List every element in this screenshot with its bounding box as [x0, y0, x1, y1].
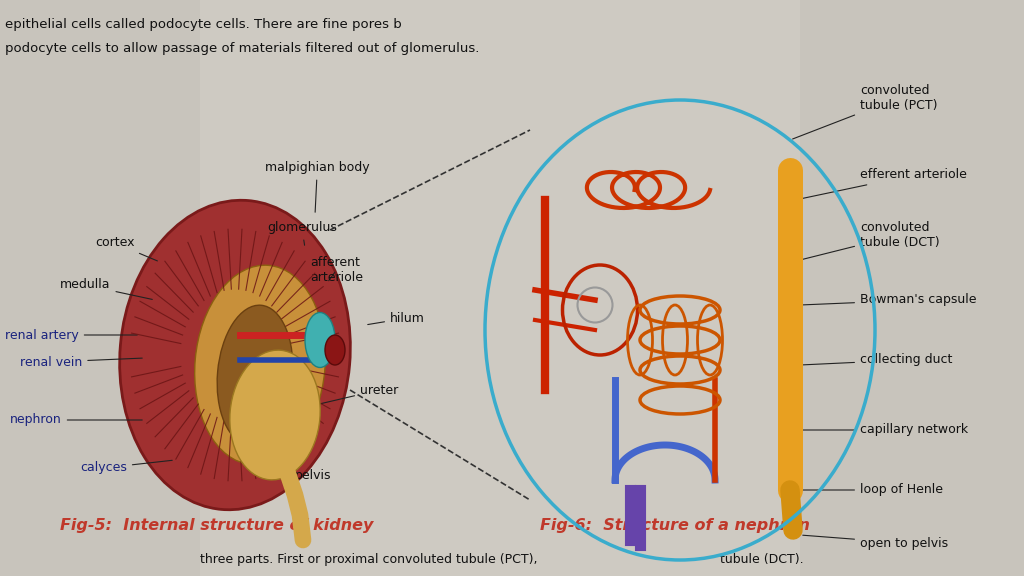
- Text: cortex: cortex: [95, 237, 158, 261]
- Text: efferent arteriole: efferent arteriole: [798, 169, 967, 199]
- Text: open to pelvis: open to pelvis: [803, 535, 948, 550]
- Text: Fig-5:  Internal structure of kidney: Fig-5: Internal structure of kidney: [60, 518, 374, 533]
- Text: renal vein: renal vein: [20, 355, 142, 369]
- Ellipse shape: [217, 305, 293, 445]
- Text: glomerulus: glomerulus: [267, 222, 337, 245]
- Bar: [200, 0, 800, 576]
- Text: pelvis: pelvis: [281, 461, 332, 482]
- Text: hilum: hilum: [368, 312, 425, 324]
- Text: convoluted
tubule (DCT): convoluted tubule (DCT): [803, 221, 940, 259]
- Text: medulla: medulla: [60, 279, 153, 300]
- Text: ureter: ureter: [317, 384, 398, 404]
- Ellipse shape: [229, 350, 321, 480]
- Ellipse shape: [120, 200, 350, 510]
- Text: capillary network: capillary network: [803, 423, 968, 437]
- Text: podocyte cells to allow passage of materials filtered out of glomerulus.: podocyte cells to allow passage of mater…: [5, 42, 479, 55]
- Text: Bowman's capsule: Bowman's capsule: [803, 294, 977, 306]
- Text: epithelial cells called podocyte cells. There are fine pores b: epithelial cells called podocyte cells. …: [5, 18, 401, 31]
- Ellipse shape: [325, 335, 345, 365]
- Text: nephron: nephron: [10, 414, 142, 426]
- Text: Fig-6:  Structure of a nephron: Fig-6: Structure of a nephron: [540, 518, 810, 533]
- Text: tubule (DCT).: tubule (DCT).: [720, 553, 804, 566]
- Text: convoluted
tubule (PCT): convoluted tubule (PCT): [793, 84, 938, 139]
- Text: collecting duct: collecting duct: [803, 354, 952, 366]
- Text: malpighian body: malpighian body: [265, 161, 370, 212]
- Ellipse shape: [195, 265, 326, 465]
- Text: loop of Henle: loop of Henle: [803, 483, 943, 497]
- Text: three parts. First or proximal convoluted tubule (PCT),: three parts. First or proximal convolute…: [200, 553, 538, 566]
- Text: afferent
arteriole: afferent arteriole: [310, 256, 362, 284]
- Ellipse shape: [305, 313, 335, 367]
- Text: renal artery: renal artery: [5, 328, 137, 342]
- Text: calyces: calyces: [80, 460, 172, 475]
